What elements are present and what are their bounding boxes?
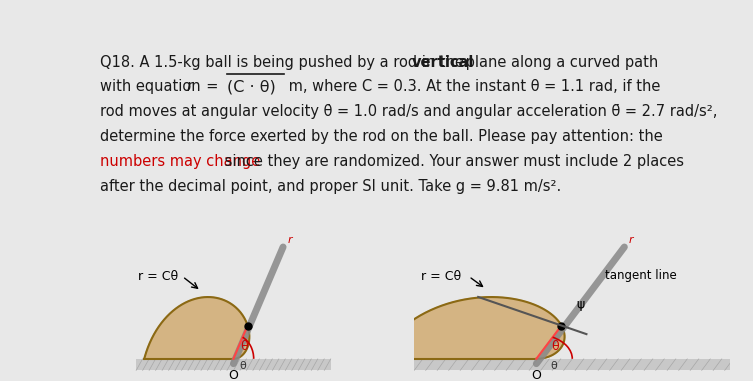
Polygon shape	[378, 297, 565, 359]
Text: r: r	[629, 235, 633, 245]
Text: O: O	[228, 368, 239, 381]
Text: plane along a curved path: plane along a curved path	[461, 54, 658, 69]
Text: determine the force exerted by the rod on the ball. Please pay attention: the: determine the force exerted by the rod o…	[100, 129, 663, 144]
Text: θ: θ	[239, 361, 246, 371]
Text: rod moves at angular velocity θ̇ = 1.0 rad/s and angular acceleration θ̈ = 2.7 r: rod moves at angular velocity θ̇ = 1.0 r…	[100, 104, 718, 119]
Text: vertical: vertical	[412, 54, 474, 69]
Text: r: r	[186, 80, 192, 94]
Text: Q18. A 1.5-kg ball is being pushed by a rod in the: Q18. A 1.5-kg ball is being pushed by a …	[100, 54, 468, 69]
Text: tangent line: tangent line	[605, 269, 676, 282]
Text: since they are randomized. Your answer must include 2 places: since they are randomized. Your answer m…	[220, 154, 684, 169]
Text: r: r	[287, 235, 291, 245]
Text: r = Cθ: r = Cθ	[138, 270, 178, 283]
Text: θ: θ	[551, 340, 559, 353]
Text: =: =	[197, 80, 228, 94]
Text: with equation: with equation	[100, 80, 206, 94]
Text: r = Cθ: r = Cθ	[422, 270, 462, 283]
Text: m, where C = 0.3. At the instant θ = 1.1 rad, if the: m, where C = 0.3. At the instant θ = 1.1…	[285, 80, 660, 94]
Bar	[136, 359, 331, 370]
Text: after the decimal point, and proper SI unit. Take g = 9.81 m/s².: after the decimal point, and proper SI u…	[100, 179, 561, 194]
Text: θ: θ	[240, 340, 248, 353]
Text: (C · θ): (C · θ)	[227, 80, 276, 94]
Bar	[414, 359, 730, 370]
Polygon shape	[145, 297, 249, 359]
Text: O: O	[532, 368, 541, 381]
Text: numbers may change: numbers may change	[100, 154, 261, 169]
Text: ψ: ψ	[576, 298, 584, 311]
Text: θ: θ	[550, 361, 557, 371]
